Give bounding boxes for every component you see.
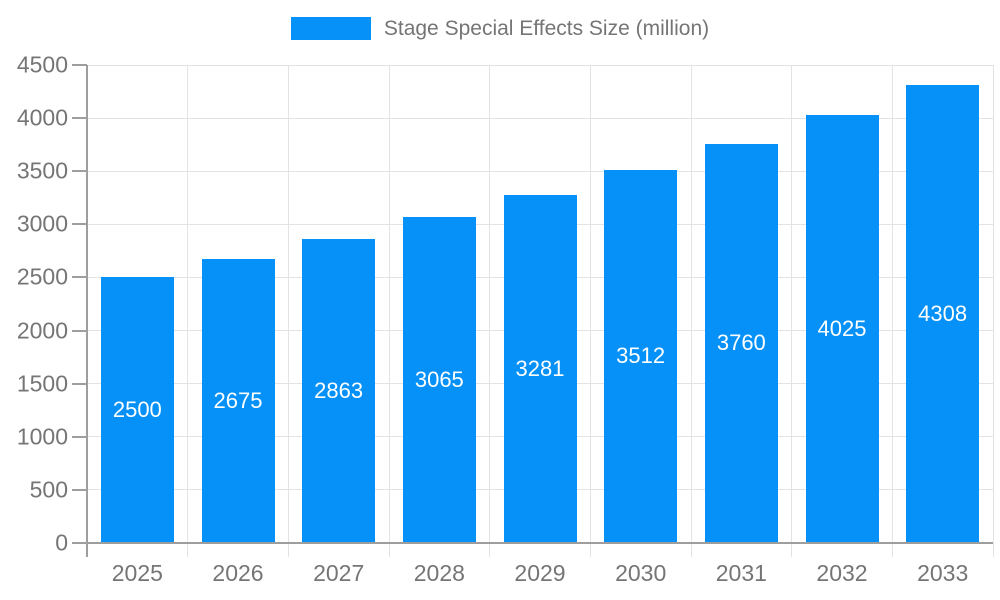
y-gridline <box>87 64 993 66</box>
y-tick-label: 3000 <box>16 210 68 237</box>
x-gridline <box>690 65 692 557</box>
y-tick-label: 3500 <box>16 157 68 184</box>
y-tick <box>72 382 87 385</box>
bar-value-label: 4308 <box>918 301 968 327</box>
bar-value-label: 2500 <box>112 397 162 423</box>
plot-area: 0 500 1000 1500 2000 2500 3000 3500 4000 4500 2500… <box>17 52 994 586</box>
y-tick-label: 1500 <box>16 370 68 397</box>
bar-2025: 2500 <box>100 277 174 543</box>
x-gridline <box>187 65 189 557</box>
y-tick <box>72 170 87 173</box>
x-gridline <box>589 65 591 557</box>
bar-value-label: 3512 <box>616 343 666 369</box>
bar-value-label: 3065 <box>414 367 464 393</box>
x-gridline <box>791 65 793 557</box>
bar-2026: 2675 <box>201 258 275 543</box>
y-tick <box>72 435 87 438</box>
x-gridline <box>287 65 289 557</box>
x-gridline <box>388 65 390 557</box>
y-tick <box>72 276 87 279</box>
y-gridline <box>87 117 993 119</box>
x-tick-label: 2029 <box>514 560 566 586</box>
y-tick-label: 4500 <box>16 51 68 78</box>
y-tick-label: 4000 <box>16 104 68 131</box>
y-tick-label: 0 <box>55 529 68 556</box>
x-tick-label: 2026 <box>212 560 264 586</box>
x-gridline <box>992 65 994 557</box>
bar-value-label: 2863 <box>314 377 364 403</box>
x-tick-label: 2027 <box>313 560 365 586</box>
legend-label: Stage Special Effects Size (million) <box>383 17 710 40</box>
bar-2029: 3281 <box>503 194 577 543</box>
x-gridline <box>489 65 491 557</box>
y-tick <box>72 329 87 332</box>
bar-2032: 4025 <box>805 115 879 543</box>
y-tick-label: 1000 <box>16 423 68 450</box>
y-tick <box>72 542 87 544</box>
y-tick-label: 500 <box>29 476 68 503</box>
x-gridline <box>891 65 893 557</box>
x-tick-label: 2032 <box>816 560 868 586</box>
bar-2027: 2863 <box>302 238 376 543</box>
bar-value-label: 3760 <box>716 330 766 356</box>
bar-value-label: 3281 <box>515 355 565 381</box>
x-tick-label: 2028 <box>413 560 465 586</box>
y-axis-line <box>86 65 88 557</box>
y-tick <box>72 488 87 491</box>
y-tick-label: 2500 <box>16 263 68 290</box>
x-tick-label: 2031 <box>715 560 767 586</box>
bar-value-label: 2675 <box>213 387 263 413</box>
bar-value-label: 4025 <box>817 316 867 342</box>
bar-2033: 4308 <box>906 85 980 543</box>
y-tick-label: 2000 <box>16 317 68 344</box>
legend[interactable]: Stage Special Effects Size (million) <box>0 16 1000 41</box>
x-axis-line <box>87 542 993 544</box>
y-tick <box>72 117 87 120</box>
bar-2031: 3760 <box>704 143 778 543</box>
bar-2030: 3512 <box>604 169 678 543</box>
y-tick <box>72 64 87 66</box>
x-tick-label: 2033 <box>917 560 969 586</box>
legend-swatch <box>290 17 371 41</box>
y-tick <box>72 223 87 226</box>
x-tick-label: 2025 <box>111 560 163 586</box>
y-gridline <box>87 170 993 172</box>
bar-2028: 3065 <box>402 217 476 543</box>
x-tick-label: 2030 <box>615 560 667 586</box>
